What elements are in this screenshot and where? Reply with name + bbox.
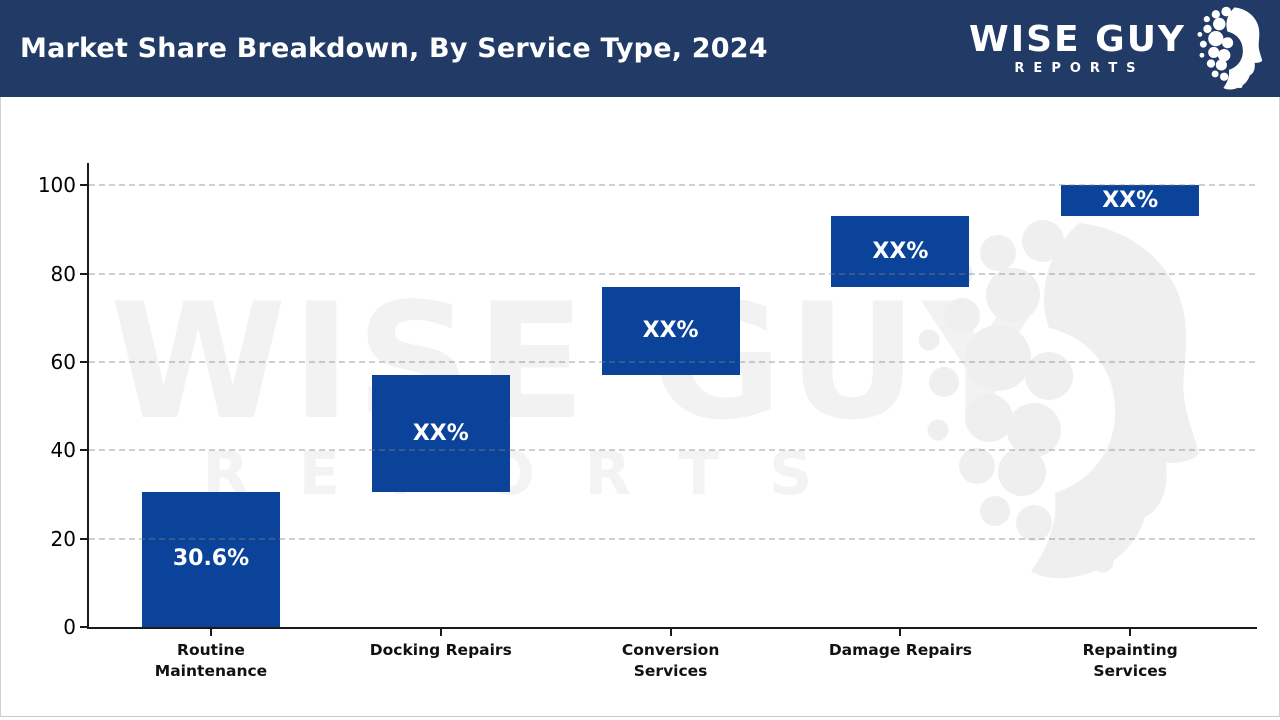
- y-axis-tick-label: 100: [37, 173, 76, 198]
- bar-value-label-docking-repairs: XX%: [412, 420, 469, 446]
- x-axis-label-routine-maintenance: Routine Maintenance: [154, 641, 268, 680]
- x-axis-tick: [1129, 629, 1132, 636]
- y-axis-tick: [80, 184, 87, 187]
- gridline-40: [89, 449, 1255, 452]
- wiseguy-logo: WISE GUY REPORTS: [969, 6, 1280, 92]
- bar-value-label-repainting-services: XX%: [1102, 187, 1159, 213]
- y-axis-tick: [80, 449, 87, 452]
- x-axis-label-docking-repairs: Docking Repairs: [369, 641, 512, 659]
- page-title: Market Share Breakdown, By Service Type,…: [20, 33, 768, 64]
- y-axis-tick-label: 0: [63, 615, 76, 639]
- gridline-80: [89, 272, 1255, 275]
- x-axis-label-damage-repairs: Damage Repairs: [828, 641, 972, 659]
- x-axis-tick: [899, 629, 902, 636]
- logo-reports-text: REPORTS: [1014, 60, 1145, 76]
- y-axis-tick: [80, 361, 87, 364]
- bar-value-label-routine-maintenance: 30.6%: [172, 546, 250, 572]
- x-axis-tick: [669, 629, 672, 636]
- gridline-100: [89, 184, 1255, 187]
- logo-head-icon: [1194, 6, 1264, 92]
- x-axis-tick: [439, 629, 442, 636]
- y-axis-tick-label: 20: [50, 526, 76, 551]
- header: Market Share Breakdown, By Service Type,…: [0, 0, 1280, 97]
- y-axis-tick: [80, 537, 87, 540]
- bar-value-label-damage-repairs: XX%: [872, 238, 929, 264]
- bar-repainting-services: [1061, 185, 1200, 217]
- x-axis-label-repainting-services: Repainting Services: [1082, 641, 1178, 680]
- y-axis-tick: [80, 272, 87, 275]
- x-axis-label-conversion-services: Conversion Services: [621, 641, 720, 680]
- bar-docking-repairs: [371, 375, 510, 492]
- bar-routine-maintenance: [142, 491, 280, 627]
- y-axis-spine: [87, 163, 89, 628]
- bar-conversion-services: [601, 286, 740, 376]
- y-axis-tick-label: 80: [50, 261, 76, 286]
- y-axis-tick-label: 60: [50, 350, 76, 375]
- gridline-60: [89, 361, 1255, 364]
- gridline-20: [89, 537, 1255, 540]
- y-axis-tick: [80, 626, 87, 628]
- x-axis-spine: [87, 627, 1257, 629]
- x-axis-tick: [210, 629, 212, 636]
- watermark-wiseguy: WISE GUY: [110, 268, 1044, 455]
- logo-wiseguy-text: WISE GUY: [968, 18, 1186, 60]
- logo-text: WISE GUY REPORTS: [968, 18, 1186, 76]
- bar-value-label-conversion-services: XX%: [642, 318, 699, 344]
- y-axis-tick-label: 40: [50, 438, 76, 463]
- bar-damage-repairs: [831, 216, 970, 287]
